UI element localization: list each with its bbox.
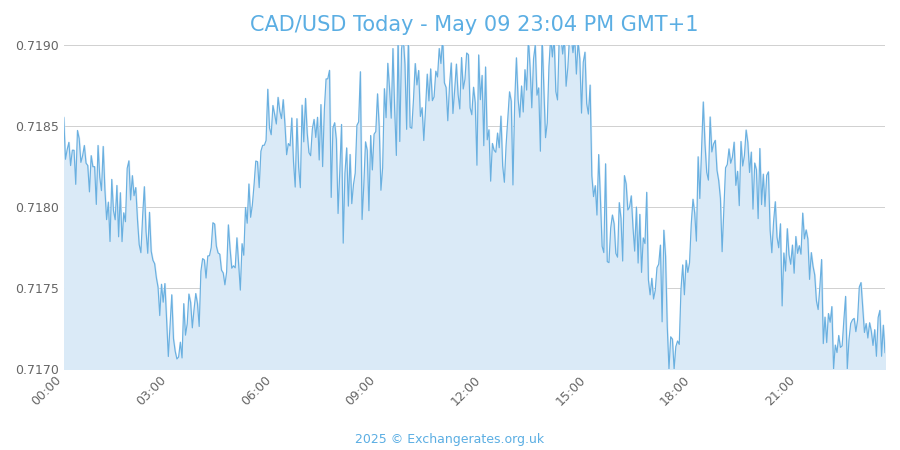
Title: CAD/USD Today - May 09 23:04 PM GMT+1: CAD/USD Today - May 09 23:04 PM GMT+1 bbox=[250, 15, 698, 35]
Text: 2025 © Exchangerates.org.uk: 2025 © Exchangerates.org.uk bbox=[356, 432, 544, 446]
